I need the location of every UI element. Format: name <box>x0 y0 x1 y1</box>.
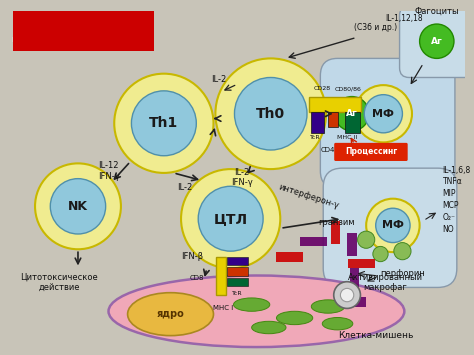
Text: МФ: МФ <box>382 220 404 230</box>
Text: CD4: CD4 <box>321 147 335 153</box>
Circle shape <box>357 231 375 248</box>
Circle shape <box>35 163 121 249</box>
Text: (С3б и др.): (С3б и др.) <box>354 23 397 32</box>
Circle shape <box>419 24 454 59</box>
FancyBboxPatch shape <box>227 257 248 266</box>
FancyBboxPatch shape <box>320 59 455 188</box>
Text: интерферон-γ: интерферон-γ <box>278 183 340 211</box>
FancyBboxPatch shape <box>328 112 337 127</box>
Text: Аг: Аг <box>431 37 443 46</box>
FancyBboxPatch shape <box>227 267 248 276</box>
FancyBboxPatch shape <box>323 168 457 288</box>
Text: ядро: ядро <box>157 309 184 319</box>
FancyBboxPatch shape <box>400 6 474 77</box>
Circle shape <box>335 97 369 131</box>
Text: IL-1,6,8
TNFα
MIP
MCP
O₂⁻
NO: IL-1,6,8 TNFα MIP MCP O₂⁻ NO <box>443 166 471 234</box>
Text: ЦТЛ: ЦТЛ <box>214 212 248 226</box>
Text: гранзим: гранзим <box>319 218 355 227</box>
Circle shape <box>355 85 412 142</box>
FancyBboxPatch shape <box>216 257 226 295</box>
Text: TcR: TcR <box>232 291 243 296</box>
Text: Аг: Аг <box>346 109 358 118</box>
FancyBboxPatch shape <box>345 112 360 133</box>
FancyBboxPatch shape <box>227 278 248 286</box>
Ellipse shape <box>128 293 213 335</box>
Circle shape <box>215 59 326 169</box>
Text: NK: NK <box>68 200 88 213</box>
Ellipse shape <box>322 317 353 330</box>
Text: Клеточный: Клеточный <box>50 18 118 28</box>
FancyBboxPatch shape <box>311 112 324 133</box>
Circle shape <box>366 199 419 252</box>
Text: MHC I: MHC I <box>213 305 233 311</box>
Circle shape <box>50 179 106 234</box>
Circle shape <box>376 208 410 242</box>
Circle shape <box>181 169 280 268</box>
Circle shape <box>373 246 388 262</box>
Text: Процессинг: Процессинг <box>345 147 397 157</box>
Ellipse shape <box>276 311 313 325</box>
FancyBboxPatch shape <box>339 297 366 306</box>
Circle shape <box>340 288 354 302</box>
Ellipse shape <box>252 321 286 334</box>
FancyBboxPatch shape <box>334 143 408 161</box>
Circle shape <box>364 95 402 133</box>
Circle shape <box>114 74 213 173</box>
Text: IL-12
IFN-γ: IL-12 IFN-γ <box>98 161 119 181</box>
Ellipse shape <box>311 300 345 313</box>
Circle shape <box>235 77 307 150</box>
Text: Фагоциты: Фагоциты <box>414 6 459 16</box>
Text: иммунный ответ (Тх1-путь): иммунный ответ (Тх1-путь) <box>12 35 155 44</box>
Circle shape <box>131 91 196 156</box>
FancyBboxPatch shape <box>350 268 359 291</box>
FancyBboxPatch shape <box>331 220 340 244</box>
Text: IL-2
IFN-γ: IL-2 IFN-γ <box>231 168 253 187</box>
Text: Цитотоксическое
действие: Цитотоксическое действие <box>20 273 98 293</box>
Text: IFN-β: IFN-β <box>182 252 203 261</box>
Text: IL-2: IL-2 <box>210 75 226 84</box>
Text: CD80/86: CD80/86 <box>335 86 362 92</box>
Text: CD28: CD28 <box>314 86 331 92</box>
Text: IL-1,12,18: IL-1,12,18 <box>385 14 423 23</box>
Text: Активированный
макрофаг: Активированный макрофаг <box>348 273 423 293</box>
FancyBboxPatch shape <box>301 237 327 246</box>
Ellipse shape <box>234 298 270 311</box>
Ellipse shape <box>109 275 404 347</box>
Text: TcR: TcR <box>310 135 321 140</box>
Text: Th1: Th1 <box>149 116 179 130</box>
Text: МФ: МФ <box>373 109 394 119</box>
Text: Клетка-мишень: Клетка-мишень <box>338 331 413 340</box>
FancyBboxPatch shape <box>309 97 361 112</box>
Text: MHC II: MHC II <box>337 135 357 140</box>
Circle shape <box>394 242 411 260</box>
FancyBboxPatch shape <box>13 11 155 51</box>
Text: IL-2: IL-2 <box>177 183 192 192</box>
Text: Th0: Th0 <box>256 107 285 121</box>
FancyBboxPatch shape <box>348 259 375 268</box>
FancyBboxPatch shape <box>347 233 356 256</box>
Circle shape <box>334 282 360 308</box>
Circle shape <box>198 186 263 251</box>
Text: CD8: CD8 <box>190 275 204 281</box>
FancyBboxPatch shape <box>276 252 303 262</box>
Text: перфорин: перфорин <box>381 269 425 278</box>
